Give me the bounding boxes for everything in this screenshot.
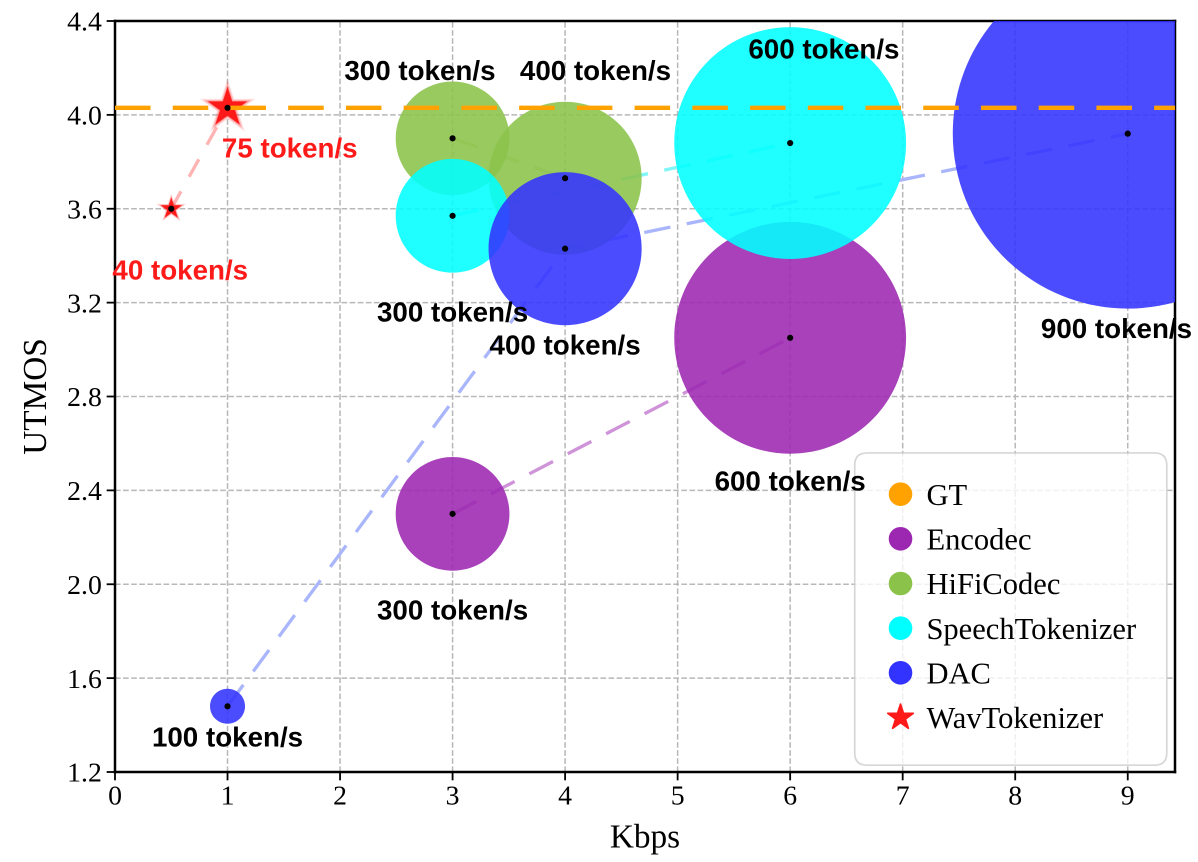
svg-text:Encodec: Encodec — [926, 523, 1031, 557]
svg-text:9: 9 — [1121, 780, 1135, 811]
svg-text:900 token/s: 900 token/s — [1041, 313, 1192, 344]
svg-text:40 token/s: 40 token/s — [112, 254, 248, 285]
svg-text:100 token/s: 100 token/s — [152, 721, 303, 752]
svg-text:300 token/s: 300 token/s — [344, 55, 495, 86]
svg-text:5: 5 — [671, 780, 685, 811]
svg-text:GT: GT — [926, 478, 967, 512]
svg-text:SpeechTokenizer: SpeechTokenizer — [926, 612, 1136, 646]
svg-text:600 token/s: 600 token/s — [715, 466, 866, 497]
svg-text:75 token/s: 75 token/s — [222, 132, 358, 163]
svg-text:2.0: 2.0 — [67, 570, 102, 601]
svg-text:HiFiCodec: HiFiCodec — [926, 567, 1060, 601]
svg-text:6: 6 — [783, 780, 797, 811]
svg-text:3: 3 — [446, 780, 460, 811]
svg-text:3.2: 3.2 — [67, 288, 102, 319]
svg-text:1.2: 1.2 — [67, 758, 102, 789]
svg-text:WavTokenizer: WavTokenizer — [926, 701, 1103, 735]
svg-text:300 token/s: 300 token/s — [377, 595, 528, 626]
svg-text:1: 1 — [221, 780, 235, 811]
svg-text:2: 2 — [333, 780, 347, 811]
svg-text:4.0: 4.0 — [67, 101, 102, 132]
svg-text:2.4: 2.4 — [67, 476, 102, 507]
svg-text:4.4: 4.4 — [67, 7, 102, 38]
svg-text:400 token/s: 400 token/s — [520, 55, 671, 86]
svg-text:8: 8 — [1008, 780, 1022, 811]
svg-text:Kbps: Kbps — [610, 818, 680, 855]
svg-text:4: 4 — [558, 780, 572, 811]
svg-text:300 token/s: 300 token/s — [377, 297, 528, 328]
svg-text:2.8: 2.8 — [67, 382, 102, 413]
svg-text:7: 7 — [896, 780, 910, 811]
svg-text:600 token/s: 600 token/s — [748, 34, 899, 65]
svg-text:3.6: 3.6 — [67, 194, 102, 225]
svg-text:DAC: DAC — [926, 657, 990, 691]
svg-text:UTMOS: UTMOS — [17, 338, 54, 455]
svg-text:0: 0 — [108, 780, 122, 811]
svg-text:400 token/s: 400 token/s — [490, 329, 641, 360]
svg-text:1.6: 1.6 — [67, 664, 102, 695]
